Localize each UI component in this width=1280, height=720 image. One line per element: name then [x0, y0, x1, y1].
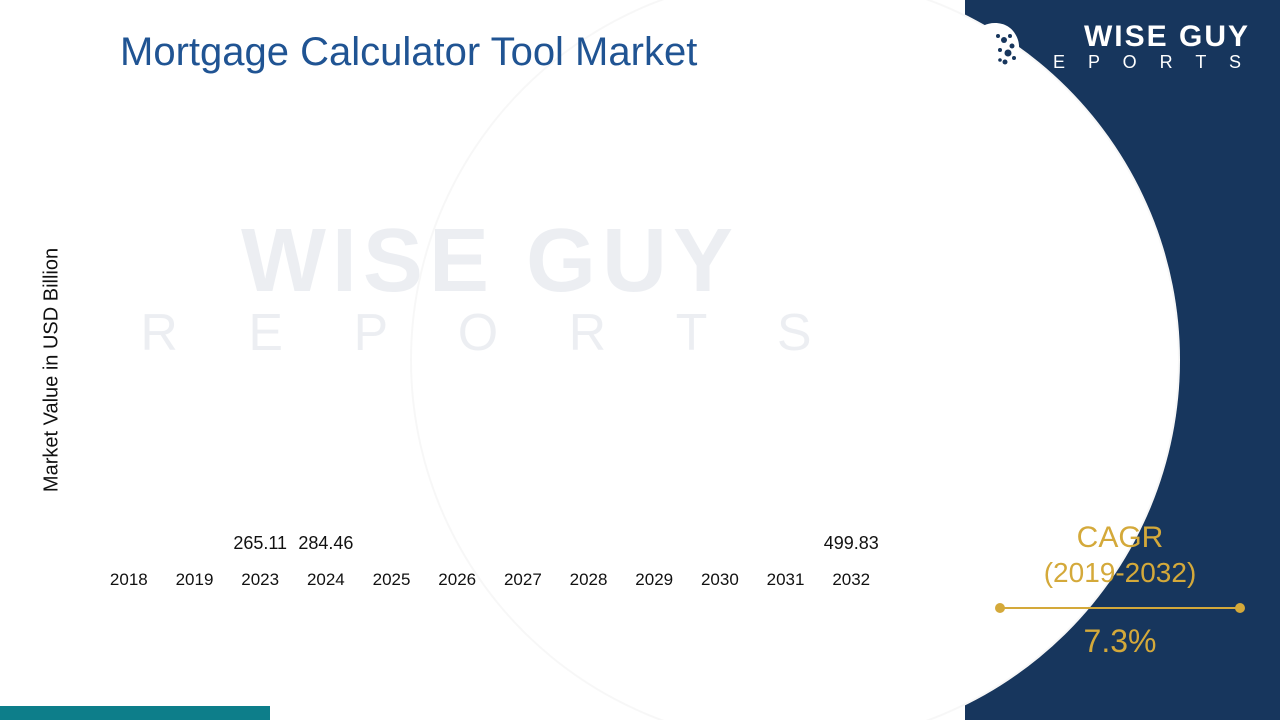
plot-area: 265.11 284.46 499.83: [90, 150, 890, 560]
x-tick-label: 2032: [818, 564, 884, 590]
bars-container: 265.11 284.46 499.83: [90, 150, 890, 560]
bar-chart: Market Value in USD Billion 265.11284.46…: [60, 150, 890, 590]
brand-logo: WISE GUY R E P O R T S: [1017, 20, 1250, 73]
cagr-period: (2019-2032): [990, 557, 1250, 589]
bar-value-label: 265.11: [233, 533, 287, 554]
infographic-stage: WISE GUY R E P O R T S Mortgage Calculat…: [0, 0, 1280, 720]
bar-value-label: 284.46: [298, 533, 353, 554]
x-tick-label: 2027: [490, 564, 556, 590]
brand-head-icon: [960, 18, 1030, 98]
x-tick-label: 2024: [293, 564, 359, 590]
x-tick-label: 2023: [227, 564, 293, 590]
brand-line1: WISE GUY: [1017, 20, 1250, 54]
x-tick-label: 2029: [621, 564, 687, 590]
x-tick-label: 2026: [424, 564, 490, 590]
x-tick-label: 2028: [556, 564, 622, 590]
cagr-divider: [1000, 607, 1240, 609]
x-axis-labels: 2018201920232024202520262027202820292030…: [90, 564, 890, 590]
x-tick-label: 2031: [753, 564, 819, 590]
cagr-block: CAGR (2019-2032) 7.3%: [990, 521, 1250, 660]
chart-title: Mortgage Calculator Tool Market: [120, 30, 697, 75]
x-tick-label: 2025: [359, 564, 425, 590]
cagr-label: CAGR: [990, 521, 1250, 555]
accent-strip: [0, 706, 270, 720]
brand-line2: R E P O R T S: [1017, 52, 1250, 73]
cagr-value: 7.3%: [990, 623, 1250, 660]
x-tick-label: 2019: [162, 564, 228, 590]
bar-value-label: 499.83: [824, 533, 879, 554]
x-tick-label: 2030: [687, 564, 753, 590]
x-tick-label: 2018: [96, 564, 162, 590]
y-axis-label: Market Value in USD Billion: [41, 248, 64, 492]
